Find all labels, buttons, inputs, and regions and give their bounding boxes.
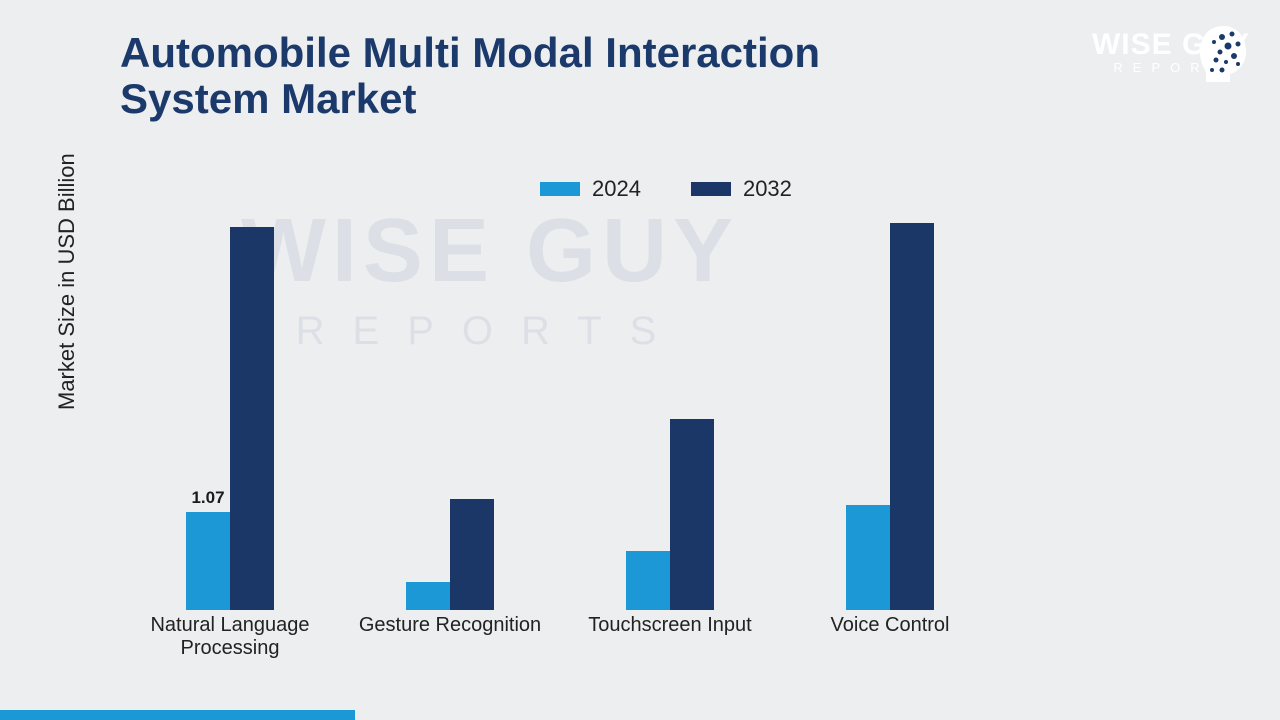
legend-label-2024: 2024 — [592, 176, 641, 202]
bottom-accent-bar — [0, 710, 355, 720]
bar-group: Gesture Recognition — [370, 218, 530, 610]
bar-2024 — [846, 505, 890, 610]
y-axis-label: Market Size in USD Billion — [54, 153, 80, 410]
legend-item-2024: 2024 — [540, 176, 641, 202]
bar-value-label: 1.07 — [191, 488, 224, 508]
category-label: Gesture Recognition — [355, 610, 545, 637]
chart-plot-area: 1.07Natural Language Processing Gesture R… — [120, 218, 950, 610]
chart-legend: 2024 2032 — [540, 176, 792, 202]
bar-2032 — [890, 223, 934, 610]
legend-swatch-2024 — [540, 182, 580, 196]
head-icon — [1192, 22, 1254, 84]
stage: WISE GUY REPORTS WISE GUY REPORTS Automo… — [0, 0, 1280, 720]
bar-2024: 1.07 — [186, 512, 230, 610]
brand-logo: WISE GUY REPORTS — [1092, 28, 1250, 75]
bar-group: Touchscreen Input — [590, 218, 750, 610]
bar-group: Voice Control — [810, 218, 970, 610]
bar-group: 1.07Natural Language Processing — [150, 218, 310, 610]
category-label: Touchscreen Input — [575, 610, 765, 637]
category-label: Voice Control — [795, 610, 985, 637]
legend-label-2032: 2032 — [743, 176, 792, 202]
bar-2032 — [670, 419, 714, 610]
category-label: Natural Language Processing — [135, 610, 325, 660]
bar-2032 — [230, 227, 274, 610]
legend-swatch-2032 — [691, 182, 731, 196]
bar-2024 — [626, 551, 670, 610]
page-title: Automobile Multi Modal Interaction Syste… — [120, 30, 880, 122]
legend-item-2032: 2032 — [691, 176, 792, 202]
bar-2024 — [406, 582, 450, 610]
bar-2032 — [450, 499, 494, 610]
